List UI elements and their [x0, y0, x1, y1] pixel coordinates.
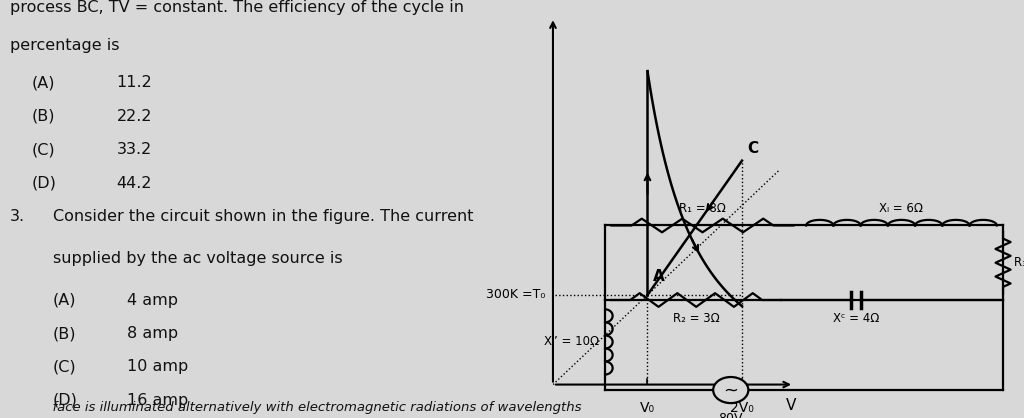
Text: 10 amp: 10 amp — [127, 359, 188, 375]
Text: ~: ~ — [723, 381, 738, 399]
Text: (B): (B) — [53, 326, 77, 341]
Text: Xₗ = 6Ω: Xₗ = 6Ω — [880, 201, 924, 214]
Text: (B): (B) — [32, 109, 55, 124]
Text: supplied by the ac voltage source is: supplied by the ac voltage source is — [53, 251, 342, 266]
Text: 22.2: 22.2 — [117, 109, 153, 124]
Text: (A): (A) — [32, 75, 55, 90]
Text: 80V: 80V — [719, 412, 743, 418]
Text: 33.2: 33.2 — [117, 142, 152, 157]
Text: V₀: V₀ — [640, 401, 655, 415]
Text: percentage is: percentage is — [10, 38, 120, 53]
Text: V: V — [786, 398, 797, 413]
Text: 8 amp: 8 amp — [127, 326, 178, 341]
Text: Consider the circuit shown in the figure. The current: Consider the circuit shown in the figure… — [53, 209, 473, 224]
Text: 44.2: 44.2 — [117, 176, 153, 191]
Circle shape — [713, 377, 749, 403]
Text: A: A — [653, 269, 665, 284]
Text: R₁ = 8Ω: R₁ = 8Ω — [679, 201, 726, 214]
Text: R₂ = 3Ω: R₂ = 3Ω — [673, 312, 720, 325]
Text: (C): (C) — [32, 142, 55, 157]
Text: process BC, TV = constant. The efficiency of the cycle in: process BC, TV = constant. The efficienc… — [10, 0, 464, 15]
Text: R₃ =2Ω: R₃ =2Ω — [1014, 256, 1024, 269]
Text: 11.2: 11.2 — [117, 75, 153, 90]
Text: 16 amp: 16 amp — [127, 393, 188, 408]
Text: Xₗ’ = 10Ω: Xₗ’ = 10Ω — [544, 335, 599, 349]
Text: face is illuminated alternatively with electromagnetic radiations of wavelengths: face is illuminated alternatively with e… — [10, 401, 582, 414]
Text: 300K =T₀: 300K =T₀ — [486, 288, 546, 301]
Text: 4 amp: 4 amp — [127, 293, 178, 308]
Text: 3.: 3. — [10, 209, 26, 224]
Text: (D): (D) — [32, 176, 56, 191]
Text: Xᶜ = 4Ω: Xᶜ = 4Ω — [834, 312, 880, 325]
Text: C: C — [748, 141, 759, 156]
Text: (A): (A) — [53, 293, 77, 308]
Text: 2V₀: 2V₀ — [730, 401, 754, 415]
Text: (C): (C) — [53, 359, 77, 375]
Text: (D): (D) — [53, 393, 78, 408]
